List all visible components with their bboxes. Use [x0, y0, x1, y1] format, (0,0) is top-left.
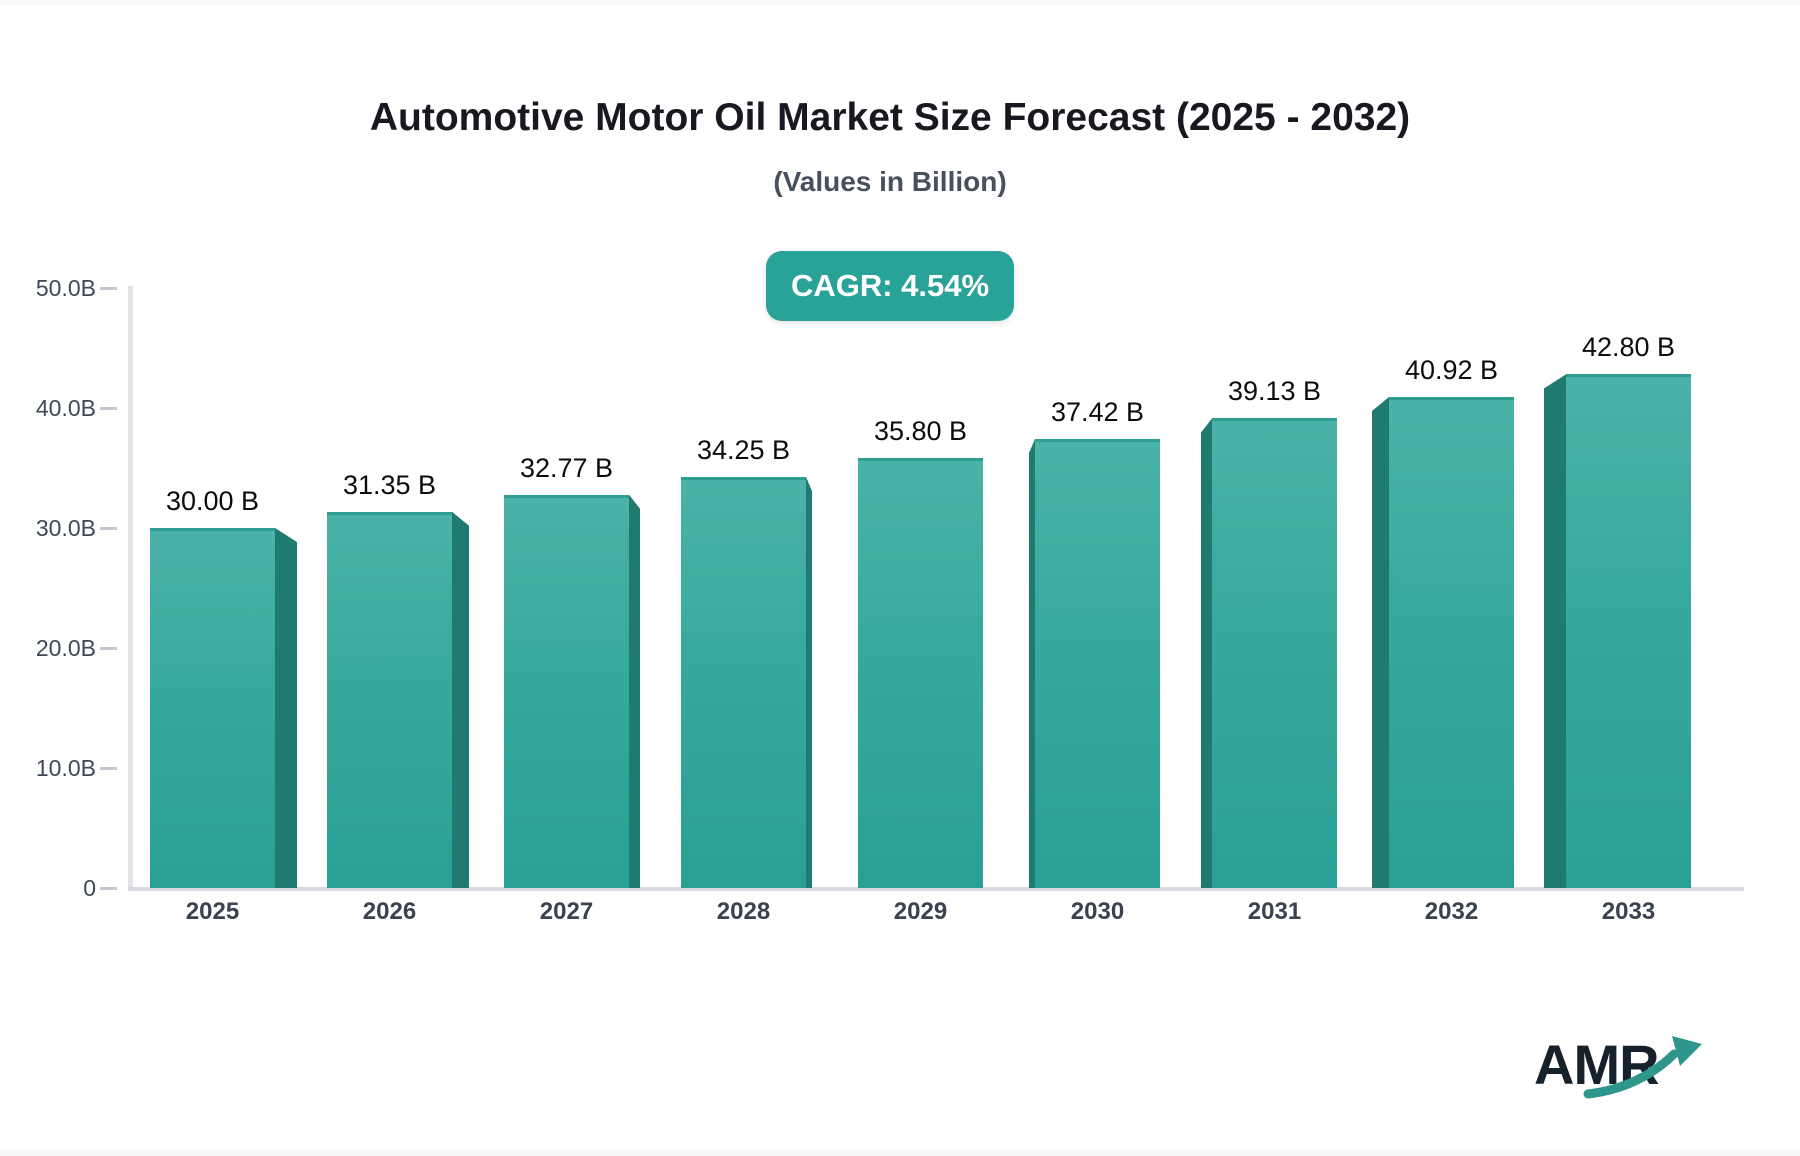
bar-value-label: 35.80 B [873, 416, 968, 447]
bar-value-label: 42.80 B [1581, 332, 1676, 363]
bottom-edge-strip [0, 1149, 1800, 1156]
y-tick-label: 30.0B [35, 515, 96, 541]
y-tick-mark [100, 646, 117, 650]
bar-value-label: 31.35 B [342, 469, 437, 500]
bar-side-2025 [275, 528, 297, 888]
bar-2028 [681, 477, 806, 888]
bar-value-label: 37.42 B [1050, 396, 1145, 427]
bar-2030 [1035, 438, 1160, 888]
bar-2026 [327, 511, 452, 888]
bar-2031 [1212, 418, 1337, 888]
x-axis-label: 2030 [1070, 898, 1125, 925]
x-axis-label: 2033 [1601, 898, 1656, 925]
bar-side-2031 [1201, 418, 1212, 888]
x-axis-label: 2028 [716, 898, 771, 925]
x-axis-label: 2027 [539, 898, 594, 925]
top-edge-strip [0, 0, 1800, 5]
y-tick-label: 0 [83, 875, 96, 901]
y-tick-mark [100, 886, 117, 890]
cagr-badge: CAGR: 4.54% [766, 251, 1014, 321]
bar-value-label: 30.00 B [165, 486, 260, 516]
growth-arrow-icon [1583, 1036, 1702, 1099]
y-tick-mark [100, 406, 117, 410]
y-tick-mark [100, 286, 117, 290]
bar-2025 [150, 528, 275, 888]
brand-logo-text: AMR [1534, 1033, 1660, 1096]
x-axis-label: 2026 [362, 898, 417, 925]
y-tick-label: 40.0B [35, 395, 96, 421]
x-axis-label: 2031 [1247, 898, 1302, 925]
bar-side-2028 [806, 477, 812, 888]
y-tick-label: 20.0B [35, 635, 96, 661]
x-axis-line [128, 887, 1744, 891]
x-axis-label: 2029 [893, 898, 948, 925]
bar-2033 [1566, 374, 1691, 888]
bar-2027 [504, 494, 629, 888]
x-axis-label: 2025 [185, 898, 240, 925]
x-axis-label: 2032 [1424, 898, 1479, 925]
bar-side-2032 [1372, 396, 1389, 888]
y-axis-line [128, 286, 133, 889]
bar-side-2030 [1029, 438, 1035, 888]
y-tick-mark [100, 766, 117, 770]
y-tick-mark [100, 526, 117, 530]
bar-side-2027 [629, 494, 640, 888]
bar-value-label: 34.25 B [696, 435, 791, 465]
bar-side-2033 [1544, 374, 1566, 888]
bar-value-label: 32.77 B [519, 452, 614, 483]
bar-2029 [858, 458, 983, 888]
page-subtitle: (Values in Billion) [773, 166, 1007, 197]
bar-2032 [1389, 396, 1514, 888]
bar-value-label: 40.92 B [1404, 354, 1499, 385]
brand-logo: AMR [1530, 1028, 1720, 1108]
y-tick-label: 10.0B [35, 755, 96, 781]
bar-value-label: 39.13 B [1227, 376, 1322, 407]
y-tick-label: 50.0B [35, 275, 96, 301]
bar-side-2026 [452, 511, 469, 888]
page-title: Automotive Motor Oil Market Size Forecas… [369, 96, 1411, 139]
